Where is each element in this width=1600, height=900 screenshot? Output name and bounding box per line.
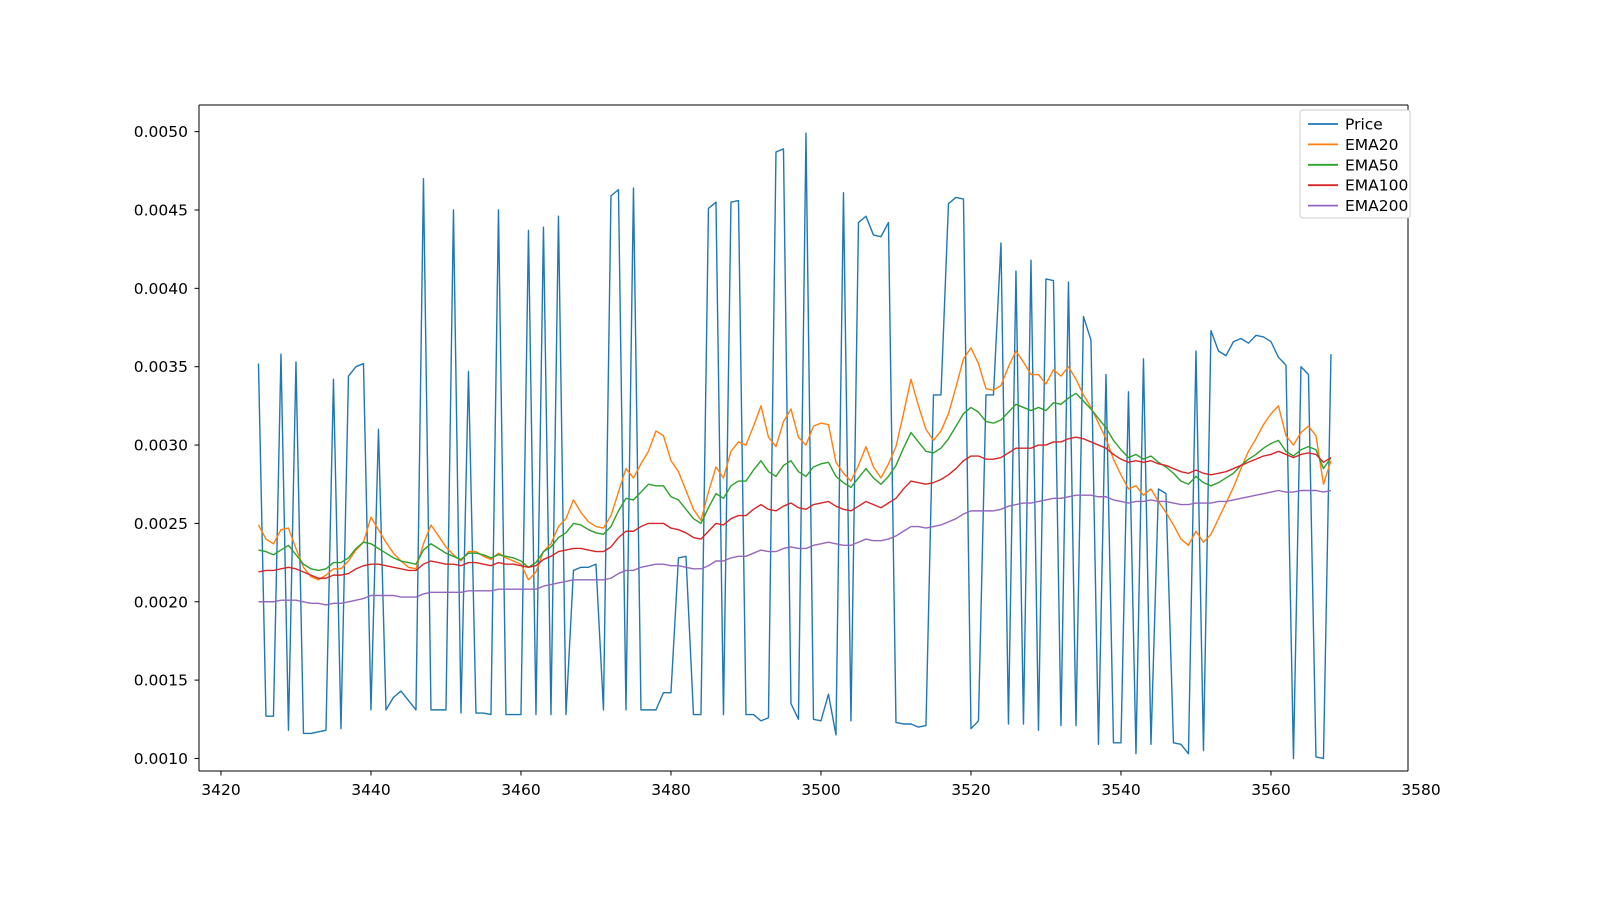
ytick-label: 0.0010	[134, 750, 188, 768]
series-line-price	[257, 132, 1332, 760]
xtick-label: 3480	[651, 781, 690, 799]
axis-tick-labels: 3420 3440 3460 3480 3500 3520 3540 3560 3580 0.00…	[134, 123, 1441, 799]
xtick-label: 3520	[951, 781, 990, 799]
ytick-label: 0.0025	[134, 515, 188, 533]
ytick-label: 0.0035	[134, 358, 188, 376]
series-line-ema100	[258, 436, 1332, 579]
axis-ticks	[194, 131, 1272, 776]
series-line-ema20	[257, 347, 1332, 581]
legend-frame	[1299, 109, 1411, 219]
chart-legend[interactable]: Price EMA20 EMA50 EMA100 EMA200	[1299, 109, 1411, 219]
xtick-label: 3500	[801, 781, 840, 799]
xtick-label: 3420	[201, 781, 240, 799]
series-line-ema50	[258, 392, 1332, 572]
xtick-label: 3540	[1101, 781, 1140, 799]
ytick-label: 0.0045	[134, 201, 188, 219]
legend-label-price: Price	[1345, 116, 1383, 134]
legend-label-ema100: EMA100	[1345, 177, 1408, 195]
xtick-label: 3580	[1401, 781, 1440, 799]
legend-label-ema20: EMA20	[1345, 136, 1399, 154]
ytick-label: 0.0050	[134, 123, 188, 141]
legend-label-ema200: EMA200	[1345, 197, 1408, 215]
xtick-label: 3460	[501, 781, 540, 799]
xtick-label: 3440	[351, 781, 390, 799]
xtick-label: 3560	[1251, 781, 1290, 799]
axes-area	[198, 104, 1409, 772]
ytick-label: 0.0040	[134, 280, 188, 298]
data-series-lines	[257, 132, 1332, 760]
plot-background	[199, 105, 1408, 771]
series-line-ema200	[258, 489, 1332, 606]
ytick-label: 0.0020	[134, 593, 188, 611]
ytick-label: 0.0015	[134, 672, 188, 690]
legend-label-ema50: EMA50	[1345, 156, 1399, 174]
ytick-label: 0.0030	[134, 437, 188, 455]
